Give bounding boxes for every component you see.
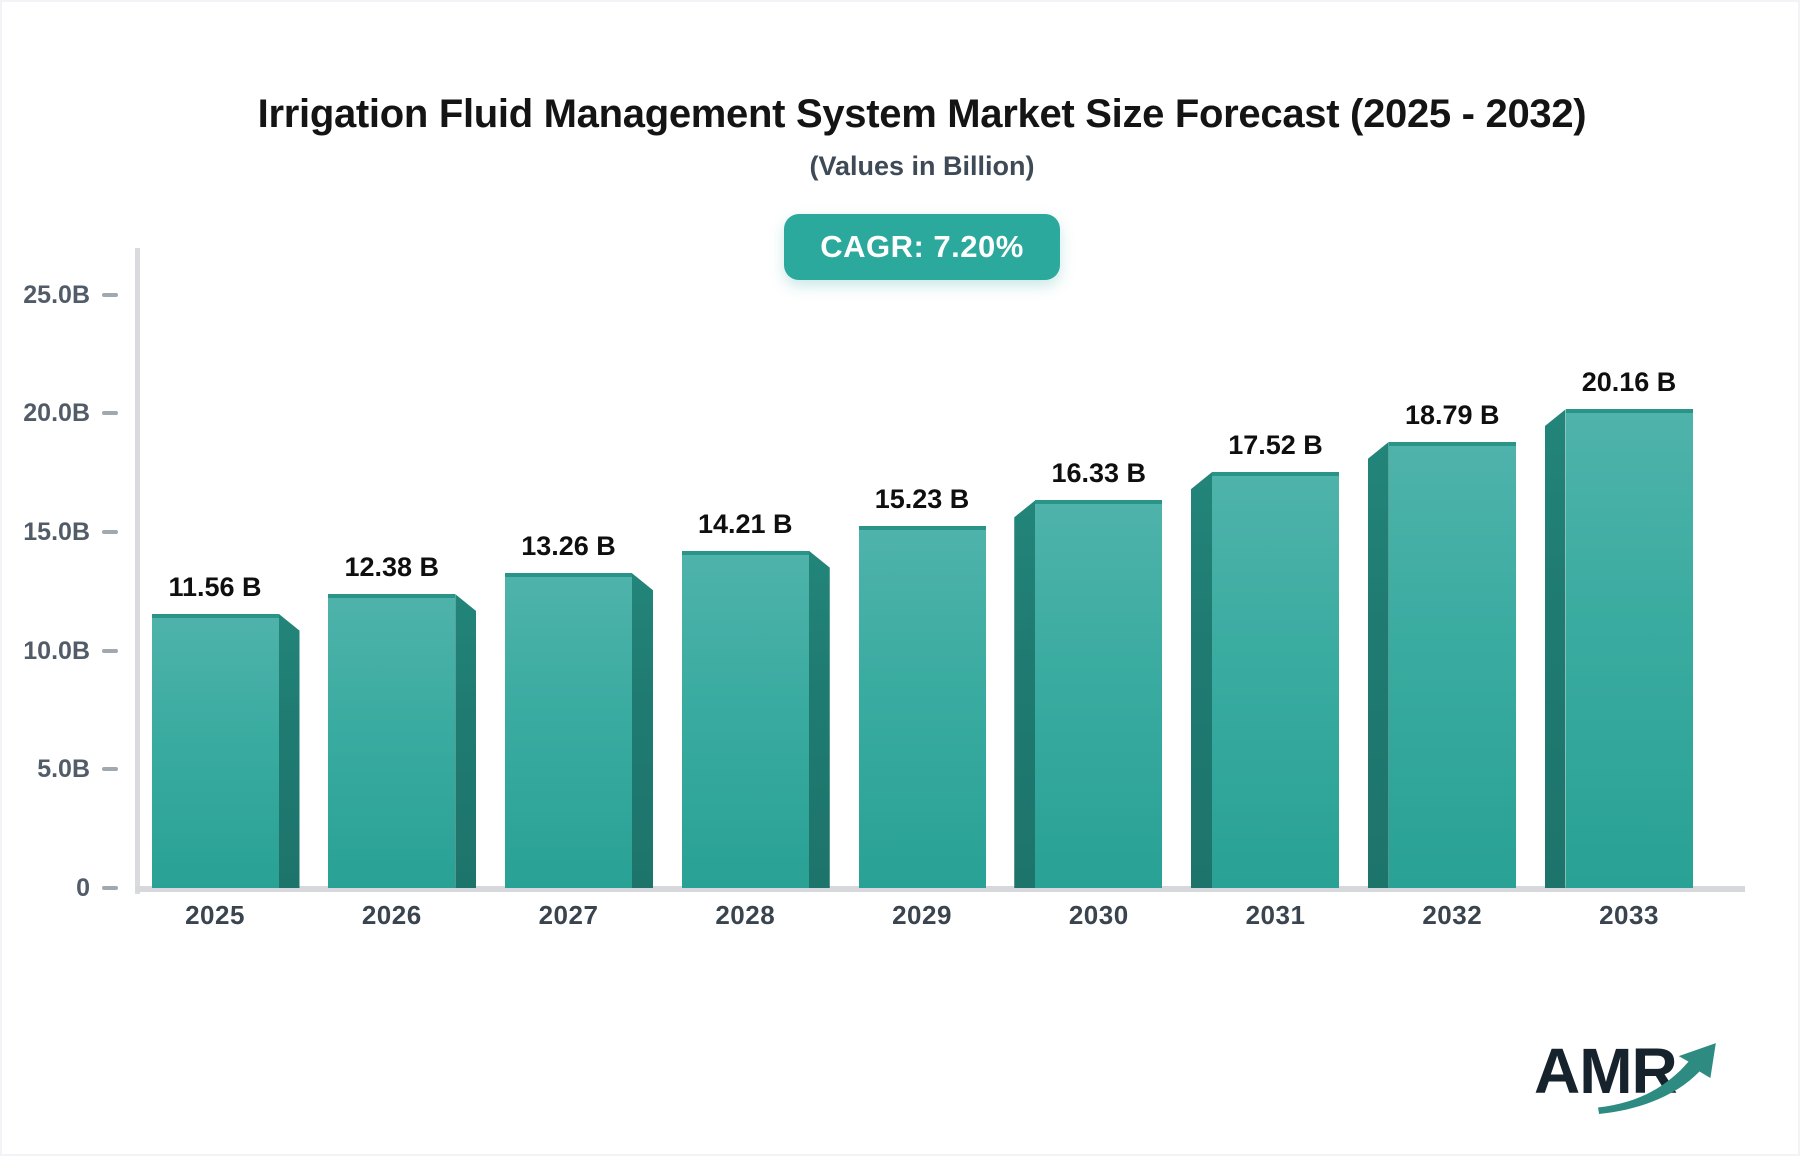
bar-side-face [1014, 500, 1036, 888]
bar [681, 550, 809, 888]
bar-value-label: 13.26 B [521, 531, 616, 562]
bar-value-label: 14.21 B [697, 508, 793, 539]
bar-side-face [1544, 409, 1566, 888]
y-tick-label: 15.0B [23, 517, 90, 546]
bar-value-label: 11.56 B [168, 571, 262, 602]
bar-top-edge [1388, 441, 1516, 446]
y-tick-label: 25.0B [23, 280, 90, 309]
bar-top-edge [1565, 409, 1693, 414]
y-tick-dash [102, 292, 118, 297]
bar-value-label: 16.33 B [1051, 458, 1147, 489]
x-tick-label: 2025 [185, 900, 245, 930]
chart-header: Irrigation Fluid Management System Marke… [42, 92, 1798, 280]
cagr-badge: CAGR: 7.20% [784, 214, 1060, 280]
y-tick-label: 5.0B [37, 755, 90, 784]
x-tick-label: 2031 [1245, 900, 1306, 930]
bar-value-label: 20.16 B [1581, 367, 1677, 398]
bar-side-face [1191, 472, 1212, 888]
amr-logo: AMR [1522, 1020, 1752, 1130]
bar-value-label: 12.38 B [344, 552, 440, 583]
bar-value-label: 17.52 B [1228, 430, 1323, 461]
x-tick-label: 2029 [892, 900, 952, 930]
y-tick-label: 20.0B [23, 399, 90, 428]
bar [151, 613, 279, 888]
y-tick-label: 10.0B [23, 636, 90, 665]
bar-value-label: 18.79 B [1404, 399, 1500, 430]
bar-side-face [808, 550, 830, 888]
y-tick-label: 0 [76, 874, 90, 902]
y-tick-dash [102, 767, 118, 772]
bar-side-face [1367, 441, 1389, 888]
bar-top-edge [505, 573, 632, 578]
bar-side-face [632, 573, 653, 888]
bar-top-edge [681, 550, 809, 555]
y-tick-dash [102, 886, 118, 890]
bar-top-edge [151, 613, 279, 618]
chart-subtitle: (Values in Billion) [809, 151, 1035, 181]
bar [1565, 409, 1693, 888]
y-axis-line [135, 248, 140, 894]
bar-top-edge [1035, 500, 1163, 505]
y-tick-dash [102, 648, 118, 653]
trend-up-arrow-icon [1598, 1043, 1716, 1114]
x-tick-label: 2027 [538, 900, 599, 930]
bar [1388, 441, 1516, 888]
bar [328, 594, 456, 888]
bar-top-edge [1212, 472, 1339, 477]
x-tick-label: 2033 [1599, 900, 1659, 930]
bar-side-face [455, 594, 477, 888]
x-tick-label: 2032 [1422, 900, 1483, 930]
y-tick-dash [102, 529, 118, 534]
x-tick-label: 2030 [1068, 900, 1129, 930]
bar-side-face [278, 613, 300, 888]
chart-title: Irrigation Fluid Management System Marke… [257, 92, 1587, 136]
x-tick-label: 2026 [361, 900, 422, 930]
bar-top-edge [328, 594, 456, 599]
bar [505, 573, 632, 888]
y-tick-dash [102, 411, 118, 416]
x-axis-line [135, 886, 1745, 892]
bar [1035, 500, 1163, 888]
bar-value-label: 15.23 B [874, 484, 970, 515]
bar [1212, 472, 1339, 888]
x-tick-label: 2028 [715, 900, 776, 930]
bar [858, 526, 986, 888]
bar-top-edge [858, 526, 986, 531]
